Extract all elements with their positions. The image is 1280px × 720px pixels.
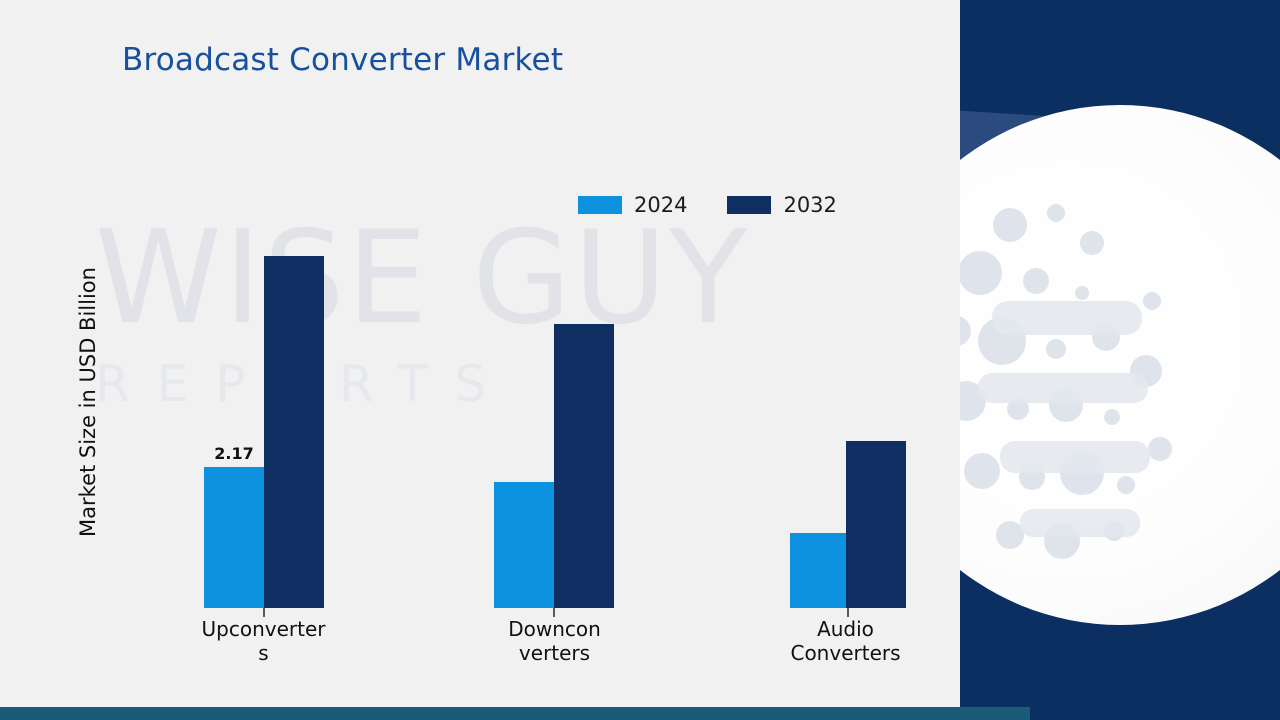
brand-panel: WISE GUY R E P O R T S (960, 0, 1280, 720)
category-label-0-line-0: Upconverter (201, 617, 326, 641)
legend-swatch-2024 (578, 196, 622, 214)
legend-item-2032[interactable]: 2032 (727, 193, 837, 217)
category-label-1: Downcon verters (467, 617, 642, 665)
dot-pattern-head-icon (960, 204, 1172, 559)
category-label-0: Upconverter s (176, 617, 351, 665)
legend-swatch-2032 (727, 196, 772, 214)
bar-2032-audio-converters[interactable] (846, 441, 906, 608)
bar-group-0: 2.17 (204, 230, 324, 617)
bar-2024-audio-converters[interactable] (790, 533, 846, 608)
category-label-1-line-1: verters (518, 641, 591, 665)
category-label-2-line-0: Audio (817, 617, 874, 641)
legend-label-2032: 2032 (783, 193, 837, 217)
bar-2024-upconverters[interactable] (204, 467, 264, 608)
bar-group-2 (790, 230, 906, 617)
category-label-0-line-1: s (258, 641, 269, 665)
bar-2032-upconverters[interactable] (264, 255, 324, 608)
legend-item-2024[interactable]: 2024 (578, 193, 687, 217)
axis-tick-0 (263, 608, 265, 617)
chart-legend: 2024 2032 (578, 193, 837, 217)
bar-value-label-0: 2.17 (214, 444, 254, 464)
bar-2024-downconverters[interactable] (494, 482, 554, 608)
legend-label-2024: 2024 (634, 193, 688, 217)
bottom-accent-bar (0, 707, 1030, 720)
category-label-1-line-0: Downcon (508, 617, 601, 641)
category-label-2: Audio Converters (758, 617, 933, 665)
bar-2032-downconverters[interactable] (554, 324, 614, 608)
page-title: Broadcast Converter Market (122, 42, 564, 78)
bar-group-1 (494, 230, 614, 617)
axis-tick-2 (847, 608, 849, 617)
axis-tick-1 (553, 608, 555, 617)
category-label-2-line-1: Converters (790, 641, 901, 665)
bar-chart-plot: 2.17 (96, 230, 936, 617)
